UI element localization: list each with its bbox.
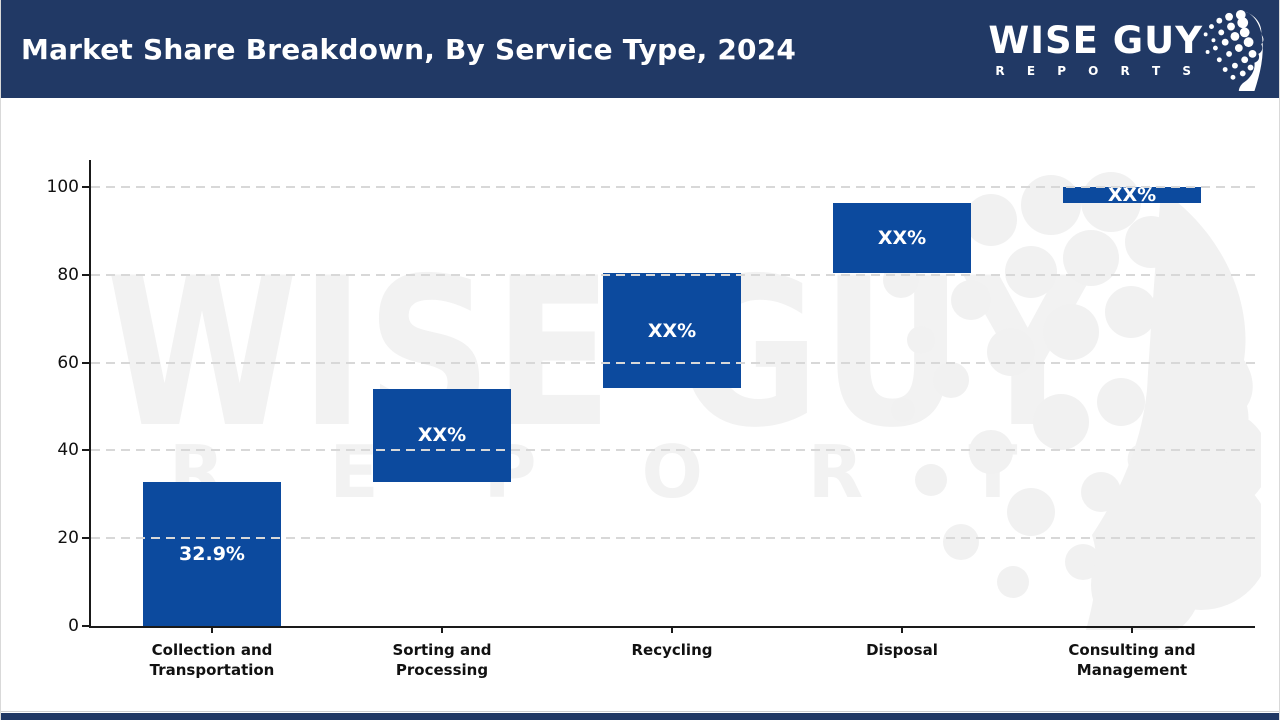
category-label: Sorting and Processing [322,640,562,680]
y-tick-label: 0 [68,616,79,636]
y-tick-mark [82,361,90,364]
bar-3 [603,273,741,389]
x-tick-mark [901,628,903,633]
y-tick-mark [82,273,90,276]
bar-5 [1063,187,1201,203]
y-tick-label: 60 [57,352,79,373]
y-tick-mark [82,625,90,627]
category-label-line: Collection and [151,641,273,659]
y-tick-mark [82,537,90,540]
gridline-80 [91,273,1255,276]
gridline-40 [91,449,1255,452]
y-tick-label: 80 [57,264,79,285]
bar-value-label: XX% [877,227,927,250]
logo-wordmark: WISE GUY [988,19,1203,62]
category-label-line: Consulting and [1068,641,1196,659]
header-bar: Market Share Breakdown, By Service Type,… [1,0,1279,98]
y-tick-label: 20 [57,528,79,549]
logo-reports-text: R E P O R T S [995,64,1200,78]
watermark-wordmark: WISE GUY [106,235,1093,473]
bar-value-label: 32.9% [179,542,245,565]
x-tick-mark [671,628,673,633]
category-label-line: Processing [395,661,489,679]
category-label: Recycling [552,640,792,660]
y-tick-label: 40 [57,440,79,461]
x-axis-line [89,626,1255,628]
x-tick-mark [211,628,213,633]
category-label-line: Disposal [866,641,938,659]
y-tick-mark [82,186,90,188]
y-tick-mark [82,449,90,452]
x-tick-mark [1131,628,1133,633]
gridline-100 [91,186,1255,188]
x-tick-mark [441,628,443,633]
logo-head-icon [1203,9,1264,91]
logo-text: WISE GUY R E P O R T S [988,21,1203,79]
gridline-60 [91,361,1255,364]
wise-guy-logo: WISE GUY R E P O R T S [988,6,1267,94]
category-label-line: Transportation [149,661,275,679]
page-title: Market Share Breakdown, By Service Type,… [21,32,797,66]
bar-4 [833,202,971,274]
bar-2 [373,388,511,482]
category-label-line: Management [1076,661,1188,679]
bar-value-label: XX% [1107,183,1157,206]
bar-1 [143,481,281,626]
y-tick-label: 100 [46,177,79,197]
gridline-20 [91,537,1255,540]
category-label-line: Sorting and [392,641,492,659]
category-label: Consulting and Management [1012,640,1252,680]
category-label: Disposal [782,640,1022,660]
footer-bar [1,713,1279,720]
footer-divider [1,711,1279,712]
watermark-head-icon [883,172,1261,630]
category-label: Collection and Transportation [92,640,332,680]
y-axis-line [89,160,91,628]
bar-value-label: XX% [647,319,697,342]
category-label-line: Recycling [631,641,713,659]
bar-value-label: XX% [417,424,467,447]
